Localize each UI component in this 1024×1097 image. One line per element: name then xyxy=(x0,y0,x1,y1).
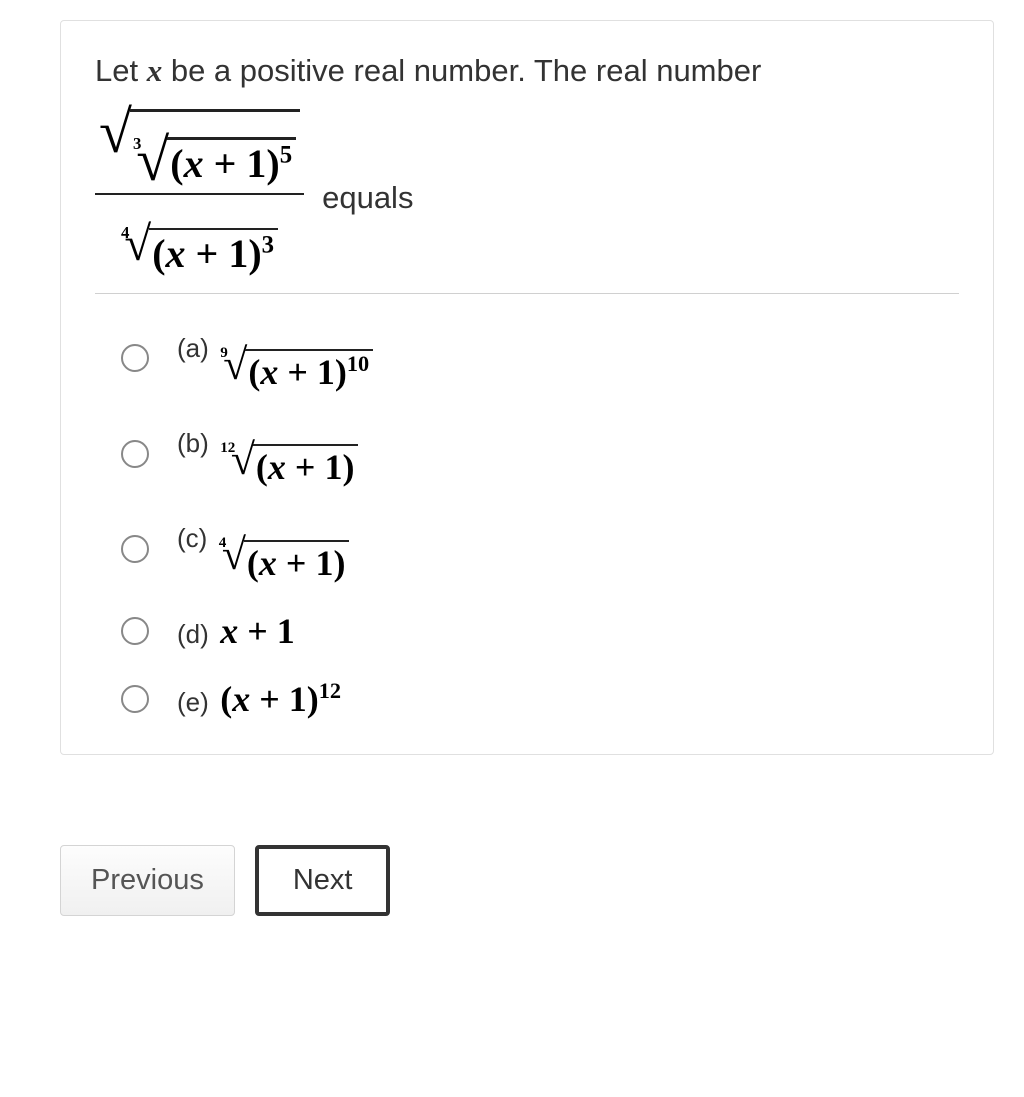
options-list: (a) 9 √ (x + 1)10 (b) 12 √ ( xyxy=(95,324,959,720)
radical-sign-icon: √ xyxy=(99,108,132,156)
option-letter: (a) xyxy=(177,333,209,363)
inner-cube-root: 3 √ (x + 1)5 xyxy=(133,136,296,187)
radio-icon[interactable] xyxy=(121,535,149,563)
question-stem: Let x be a positive real number. The rea… xyxy=(95,49,959,92)
option-d[interactable]: (d) x + 1 xyxy=(121,610,959,652)
option-root-index: 9 xyxy=(220,345,228,362)
fraction-numerator: √ 3 √ (x + 1)5 xyxy=(95,102,304,193)
next-button[interactable]: Next xyxy=(255,845,391,916)
option-letter: (d) xyxy=(177,619,209,649)
denominator-root-index: 4 xyxy=(121,223,129,243)
option-letter: (c) xyxy=(177,523,207,553)
option-b[interactable]: (b) 12 √ (x + 1) xyxy=(121,419,959,488)
option-c[interactable]: (c) 4 √ (x + 1) xyxy=(121,514,959,583)
numerator-exponent: 5 xyxy=(280,142,292,169)
inner-root-index: 3 xyxy=(133,134,141,154)
radio-icon[interactable] xyxy=(121,344,149,372)
denominator-root: 4 √ (x + 1)3 xyxy=(121,225,278,277)
denominator-exponent: 3 xyxy=(262,231,274,258)
option-root: 9 √ (x + 1)10 xyxy=(220,347,373,394)
option-root: 12 √ (x + 1) xyxy=(220,442,358,489)
main-fraction: √ 3 √ (x + 1)5 4 √ xyxy=(95,102,304,282)
stem-text-after: be a positive real number. The real numb… xyxy=(162,53,761,88)
nav-buttons: Previous Next xyxy=(60,845,1024,916)
option-exponent: 12 xyxy=(319,678,341,703)
stem-text-before: Let xyxy=(95,53,147,88)
previous-button[interactable]: Previous xyxy=(60,845,235,916)
radio-icon[interactable] xyxy=(121,685,149,713)
option-letter: (e) xyxy=(177,687,209,717)
radio-icon[interactable] xyxy=(121,617,149,645)
option-e[interactable]: (e) (x + 1)12 xyxy=(121,678,959,720)
radio-icon[interactable] xyxy=(121,440,149,468)
option-root: 4 √ (x + 1) xyxy=(219,537,350,584)
option-a[interactable]: (a) 9 √ (x + 1)10 xyxy=(121,324,959,393)
question-card: Let x be a positive real number. The rea… xyxy=(60,20,994,755)
variable-x: x xyxy=(147,53,163,88)
option-letter: (b) xyxy=(177,428,209,458)
question-divider xyxy=(95,293,959,294)
equals-label: equals xyxy=(322,170,413,216)
option-root-index: 12 xyxy=(220,440,235,457)
option-exponent: 10 xyxy=(347,351,369,376)
option-root-index: 4 xyxy=(219,535,227,552)
outer-square-root: √ 3 √ (x + 1)5 xyxy=(99,108,300,187)
expression-row: √ 3 √ (x + 1)5 4 √ xyxy=(95,102,959,282)
fraction-denominator: 4 √ (x + 1)3 xyxy=(117,195,282,283)
